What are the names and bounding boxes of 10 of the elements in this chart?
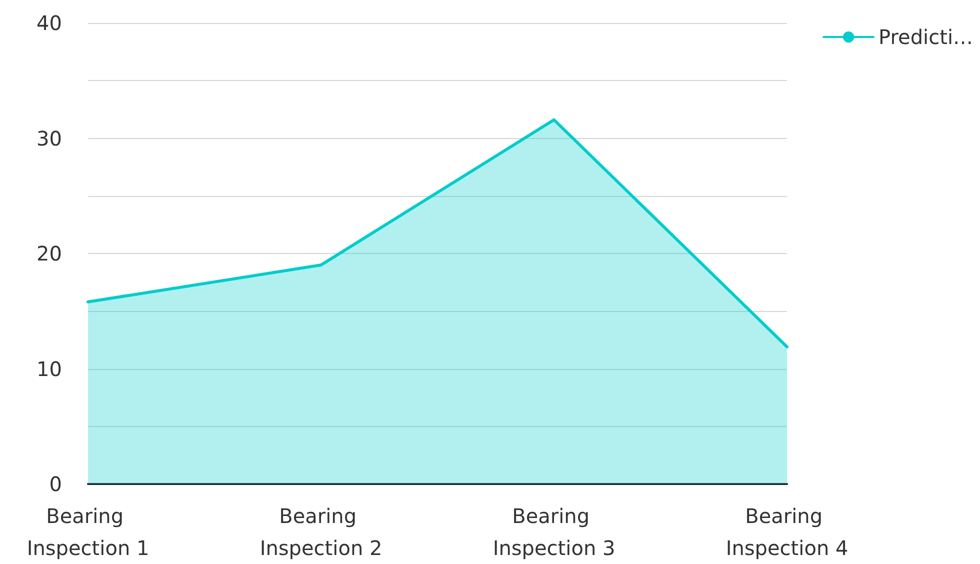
x-tick-label: Bearing Inspection 2 xyxy=(260,504,382,560)
y-tick-label: 0 xyxy=(49,472,62,496)
y-tick-label: 30 xyxy=(36,126,62,150)
y-tick-label: 10 xyxy=(36,356,62,381)
y-tick-label: 40 xyxy=(36,11,62,35)
legend-label: Predicti… xyxy=(878,25,974,49)
x-tick-label: Bearing Inspection 1 xyxy=(26,504,150,560)
x-tick-label: Bearing Inspection 3 xyxy=(492,504,616,560)
y-tick-label: 20 xyxy=(36,242,62,266)
x-tick-label: Bearing Inspection 4 xyxy=(726,504,848,560)
